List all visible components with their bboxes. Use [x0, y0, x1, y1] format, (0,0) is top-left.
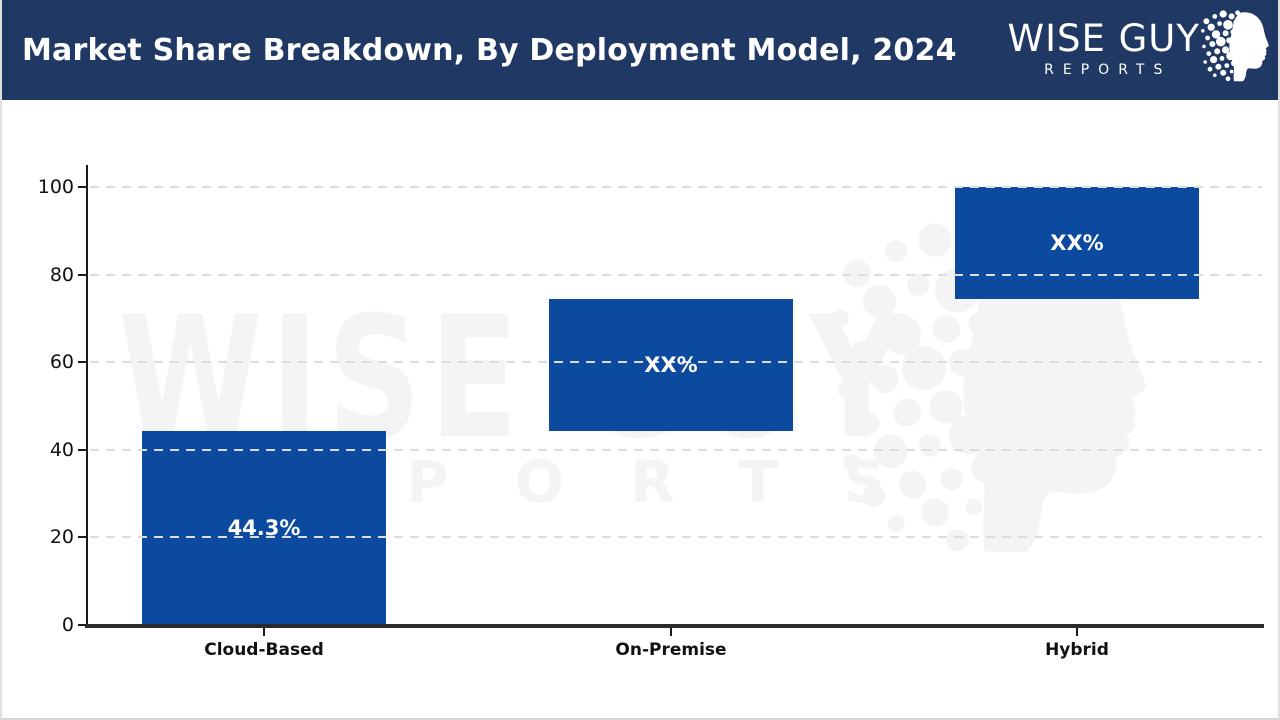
bottom-edge-border: [0, 718, 1280, 720]
bar-value-label-on-premise: XX%: [644, 352, 698, 377]
y-axis-tick-label-60: 60: [49, 351, 74, 374]
gridline-60: [90, 361, 1262, 364]
right-edge-border: [1278, 0, 1280, 720]
header: Market Share Breakdown, By Deployment Mo…: [0, 0, 1280, 100]
y-tick-mark-100: [78, 186, 86, 188]
left-edge-border: [0, 0, 2, 720]
x-axis-label-on-premise: On-Premise: [615, 640, 727, 660]
gridline-100: [90, 186, 1262, 188]
logo-face-icon: [1201, 10, 1269, 82]
bar-value-label-cloud-based: 44.3%: [227, 515, 301, 540]
x-axis: [85, 624, 1264, 628]
y-axis-tick-label-100: 100: [37, 176, 74, 198]
y-tick-mark-80: [78, 273, 86, 276]
page-title: Market Share Breakdown, By Deployment Mo…: [22, 32, 957, 68]
y-tick-mark-40: [78, 448, 86, 451]
y-tick-mark-0: [78, 624, 86, 626]
gridline-40: [90, 448, 1262, 451]
logo-subtitle: REPORTS: [1044, 61, 1172, 78]
x-axis-label-hybrid: Hybrid: [1045, 640, 1109, 660]
y-axis-tick-label-0: 0: [61, 614, 74, 636]
y-axis-tick-label-80: 80: [49, 263, 74, 286]
logo-wordmark: WISE GUY: [1007, 17, 1200, 60]
x-tick-mark-cloud-based: [263, 628, 265, 636]
y-tick-mark-60: [78, 361, 86, 364]
logo-text: WISE GUY REPORTS: [1007, 17, 1200, 78]
x-axis-label-cloud-based: Cloud-Based: [204, 640, 324, 660]
bar-on-premise: [549, 298, 793, 431]
gridline-20: [90, 536, 1262, 539]
x-tick-mark-on-premise: [670, 628, 672, 636]
gridline-80: [90, 273, 1262, 276]
y-tick-mark-20: [78, 536, 86, 539]
bar-value-label-hybrid: XX%: [1050, 230, 1104, 255]
x-tick-mark-hybrid: [1076, 628, 1078, 636]
y-axis-tick-label-20: 20: [49, 526, 74, 549]
bar-cloud-based: [142, 430, 386, 625]
wiseguy-logo: WISE GUY REPORTS: [1007, 4, 1272, 96]
y-axis: [86, 165, 88, 627]
y-axis-tick-label-40: 40: [49, 438, 74, 461]
bar-hybrid: [955, 187, 1199, 299]
